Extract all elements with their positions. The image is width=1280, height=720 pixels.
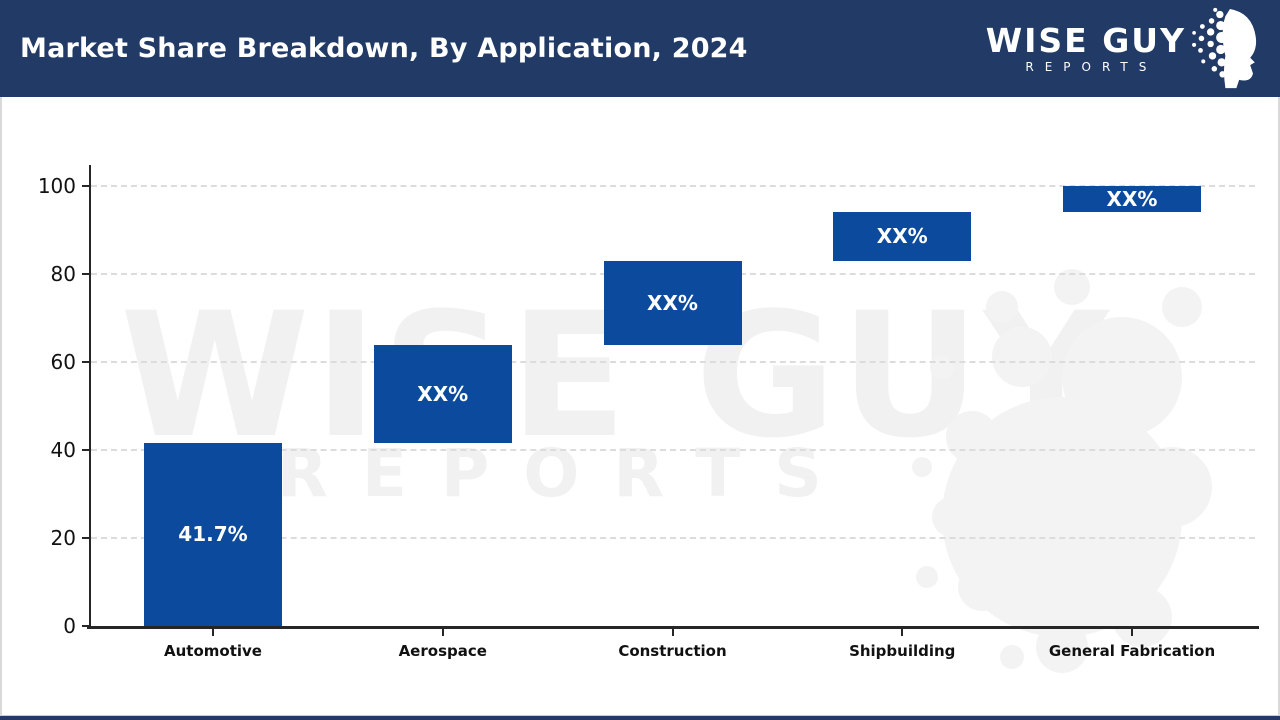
bar-label: XX% — [1106, 186, 1158, 211]
wise-guy-logo: WISE GUY REPORTS — [986, 5, 1264, 93]
y-tick-label: 100 — [37, 174, 76, 198]
dotted-face-icon — [1192, 7, 1257, 88]
gridline-60 — [91, 361, 1255, 363]
y-tick-mark — [82, 537, 91, 539]
watermark-subtitle: REPORTS — [277, 435, 856, 512]
x-tick-mark — [1131, 629, 1133, 636]
x-tick-mark — [671, 629, 674, 636]
category-label: Aerospace — [398, 642, 487, 660]
bar-label: XX% — [647, 291, 698, 316]
gridline-20 — [91, 537, 1255, 539]
y-tick-mark — [82, 625, 91, 627]
category-label: General Fabrication — [1048, 642, 1216, 660]
category-label: Shipbuilding — [849, 642, 956, 660]
category-label: Automotive — [164, 642, 262, 660]
y-tick-mark — [82, 449, 91, 451]
bar-construction: XX% — [603, 261, 742, 345]
bar-aerospace: XX% — [373, 344, 512, 443]
y-tick-mark — [82, 361, 91, 363]
bar-label: 41.7% — [178, 522, 248, 547]
header: Market Share Breakdown, By Application, … — [0, 0, 1280, 97]
y-tick-label: 80 — [50, 262, 76, 286]
logo-wordmark: WISE GUY — [985, 21, 1186, 60]
x-tick-mark — [441, 629, 444, 636]
bar-shipbuilding: XX% — [833, 211, 972, 262]
gridline-100 — [91, 185, 1255, 187]
y-tick-mark — [82, 185, 91, 187]
y-tick-label: 20 — [50, 526, 76, 550]
y-tick-mark — [82, 273, 91, 275]
chart-area: WISE GUY REPORTS 0 20 40 60 80 100 41.7% Automo… — [0, 97, 1280, 716]
footer-bar — [0, 716, 1280, 720]
gridline-40 — [91, 449, 1255, 451]
y-tick-label: 0 — [63, 614, 76, 638]
watermark-face-icon — [912, 269, 1212, 673]
logo-subtitle: REPORTS — [1025, 60, 1158, 74]
bar-label: XX% — [876, 224, 928, 249]
bar-automotive: 41.7% — [144, 442, 282, 626]
bar-general-fabrication: XX% — [1063, 186, 1201, 212]
page-title: Market Share Breakdown, By Application, … — [20, 33, 748, 64]
y-axis — [89, 165, 91, 628]
bar-label: XX% — [417, 381, 469, 406]
y-tick-label: 60 — [50, 350, 76, 374]
x-tick-mark — [212, 629, 214, 636]
category-label: Construction — [618, 642, 727, 660]
logo-text: WISE GUY REPORTS — [986, 24, 1186, 73]
x-tick-mark — [901, 629, 904, 636]
x-axis — [87, 626, 1259, 629]
y-tick-label: 40 — [50, 438, 76, 462]
